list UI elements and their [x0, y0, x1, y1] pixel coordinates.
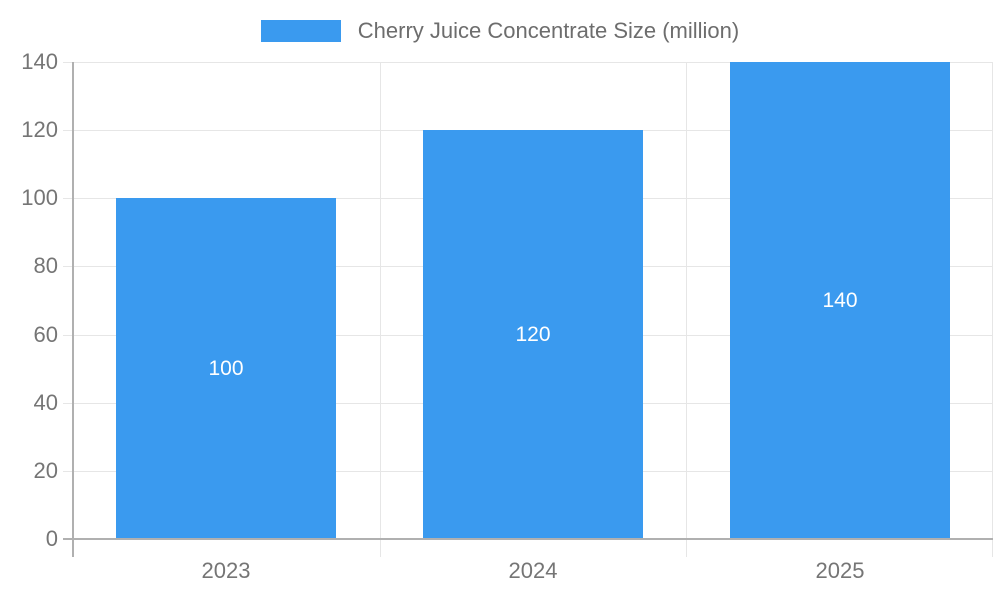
y-axis-tick-label: 140	[21, 49, 58, 74]
chart-title: Cherry Juice Concentrate Size (million)	[357, 18, 740, 43]
y-axis-tick-label: 80	[33, 253, 58, 279]
bar-value-label: 100	[208, 357, 244, 380]
x-axis-baseline	[63, 538, 993, 540]
legend-swatch	[260, 20, 341, 42]
bar-value-label: 120	[515, 323, 551, 346]
category-boundary-line	[380, 62, 381, 557]
plot-right-edge-line	[992, 62, 993, 557]
bar-2024[interactable]	[423, 130, 643, 539]
x-axis-tick-label: 2024	[508, 558, 558, 583]
y-axis-tick-label: 20	[33, 457, 58, 483]
y-gridline	[63, 62, 993, 63]
bar-2023[interactable]	[116, 198, 336, 539]
bar-2025[interactable]	[730, 62, 950, 539]
y-axis-tick-label: 120	[21, 117, 58, 143]
bar-value-label: 140	[822, 289, 858, 312]
y-axis-tick-label: 40	[33, 389, 58, 415]
category-boundary-line	[686, 62, 687, 557]
x-axis-tick-label: 2023	[201, 558, 251, 583]
y-axis-tick-label: 100	[21, 185, 58, 211]
x-axis-tick-label: 2025	[815, 558, 865, 583]
chart-legend[interactable]: Cherry Juice Concentrate Size (million)	[0, 18, 1000, 44]
y-axis-tick-label: 60	[33, 321, 58, 347]
y-axis-line	[72, 62, 74, 557]
y-axis-tick-label: 0	[45, 526, 58, 551]
